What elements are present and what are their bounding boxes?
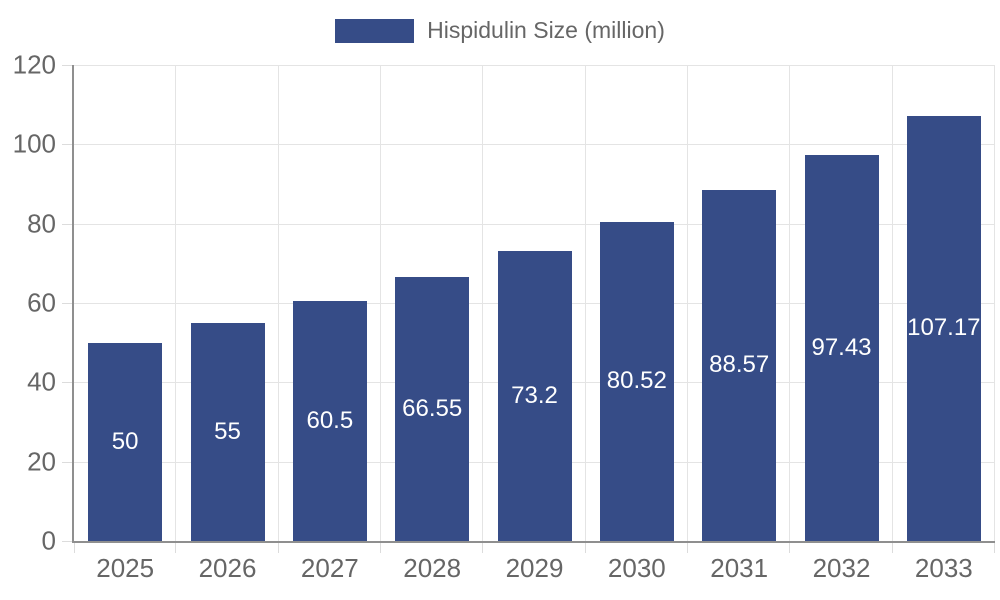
x-axis-tick — [380, 543, 381, 553]
bar-value-label: 107.17 — [907, 314, 981, 342]
x-axis-tick-label: 2031 — [710, 553, 769, 583]
legend-label: Hispidulin Size (million) — [427, 17, 665, 43]
bar-2028[interactable]: 66.55 — [395, 277, 470, 541]
y-axis-tick-label: 20 — [27, 446, 56, 477]
x-gridline — [482, 65, 484, 541]
x-axis-tick — [175, 543, 177, 553]
x-gridline — [584, 65, 586, 541]
x-axis-tick-label: 2026 — [198, 553, 257, 583]
x-axis-tick-label: 2030 — [607, 553, 666, 583]
x-axis-tick — [74, 543, 75, 553]
x-gridline — [789, 65, 791, 541]
y-axis-tick-label: 120 — [12, 49, 56, 80]
x-axis-tick-label: 2027 — [300, 553, 359, 583]
bar-value-label: 73.2 — [511, 381, 558, 409]
x-axis-tick — [687, 543, 688, 553]
y-gridline — [74, 223, 995, 225]
bar-2030[interactable]: 80.52 — [599, 221, 674, 541]
y-gridline — [74, 65, 995, 66]
legend[interactable]: Hispidulin Size (million) — [0, 17, 1000, 44]
x-gridline — [994, 65, 995, 541]
bar-value-label: 55 — [214, 417, 241, 445]
bar-value-label: 66.55 — [402, 395, 463, 423]
y-axis-tick-label: 100 — [12, 128, 56, 159]
x-gridline — [380, 65, 381, 541]
bar-2026[interactable]: 55 — [190, 322, 265, 541]
y-axis-tick — [62, 303, 72, 304]
bar-2031[interactable]: 88.57 — [702, 189, 777, 541]
bar-value-label: 80.52 — [606, 367, 667, 395]
plot-area: 0 20 40 60 80 100 120 50 2025 55 2026 60.5 2027 66.55… — [13, 50, 995, 583]
y-axis-tick-label: 60 — [27, 287, 56, 318]
x-axis-tick-label: 2028 — [403, 553, 462, 583]
y-axis-tick — [62, 461, 72, 463]
x-axis-tick-label: 2033 — [914, 553, 973, 583]
x-axis-tick-label: 2029 — [505, 553, 564, 583]
x-gridline — [277, 65, 279, 541]
x-axis-tick — [789, 543, 791, 553]
x-axis-tick — [584, 543, 586, 553]
x-axis-tick — [994, 543, 995, 553]
y-axis-tick-label: 80 — [27, 208, 56, 239]
y-axis-tick — [62, 65, 72, 66]
x-gridline — [687, 65, 688, 541]
bar-value-label: 97.43 — [811, 333, 872, 361]
x-axis-tick-label: 2032 — [812, 553, 871, 583]
bar-value-label: 88.57 — [709, 351, 770, 379]
y-axis-tick — [62, 382, 72, 384]
legend-swatch-icon — [335, 18, 415, 43]
bar-2027[interactable]: 60.5 — [292, 301, 367, 541]
bar-value-label: 60.5 — [306, 407, 354, 435]
y-axis-tick — [62, 223, 72, 225]
x-axis-tick — [482, 543, 484, 553]
bar-2032[interactable]: 97.43 — [804, 154, 879, 541]
y-axis-tick-label: 0 — [41, 525, 56, 556]
bar-2029[interactable]: 73.2 — [497, 250, 572, 541]
bar-value-label: 50 — [111, 427, 139, 455]
y-axis-tick-label: 40 — [27, 366, 56, 397]
y-gridline — [74, 144, 995, 146]
x-gridline — [175, 65, 177, 541]
x-axis-tick — [891, 543, 893, 553]
bar-2033[interactable]: 107.17 — [906, 115, 981, 541]
x-axis-tick-label: 2025 — [96, 553, 155, 583]
x-gridline — [891, 65, 893, 541]
y-axis-tick — [62, 541, 72, 542]
y-axis-tick — [62, 144, 72, 146]
x-axis-tick — [277, 543, 279, 553]
bar-2025[interactable]: 50 — [88, 342, 163, 541]
